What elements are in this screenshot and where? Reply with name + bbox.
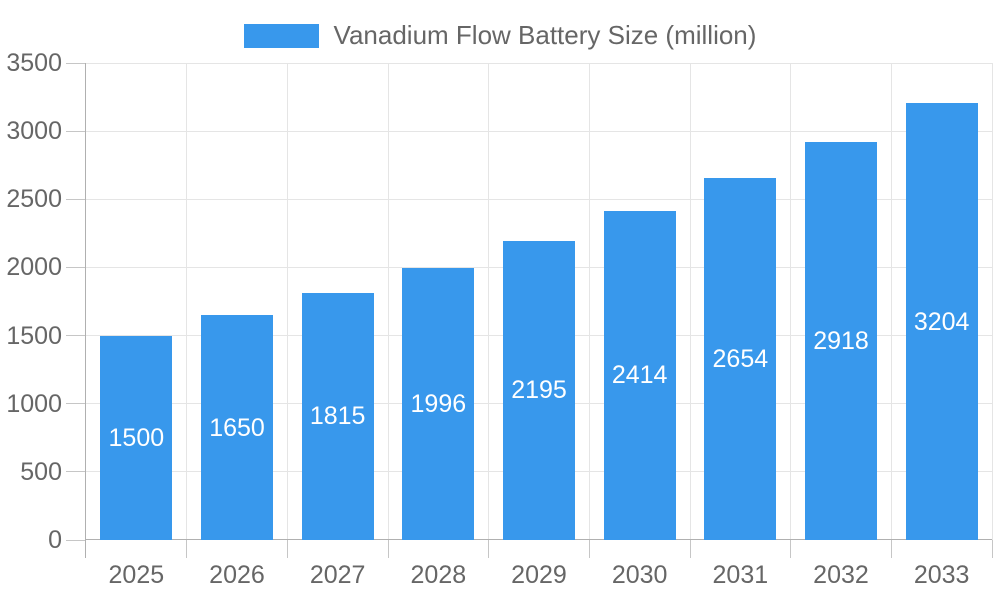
x-gridline <box>991 63 993 540</box>
y-axis-tick <box>66 130 86 132</box>
x-axis-tick-label: 2025 <box>108 561 165 589</box>
bar-value-label: 1650 <box>209 413 265 442</box>
bar[interactable]: 2195 <box>503 240 575 540</box>
y-axis-tick-label: 2000 <box>6 253 62 282</box>
x-gridline <box>890 63 892 540</box>
bar-value-label: 2414 <box>611 361 668 390</box>
x-axis-tick-label: 2027 <box>309 561 366 589</box>
x-gridline <box>286 63 288 540</box>
bar-value-label: 2195 <box>511 376 567 405</box>
x-axis-tick-label: 2028 <box>410 561 467 589</box>
legend[interactable]: Vanadium Flow Battery Size (million) <box>0 20 1000 51</box>
y-axis-tick <box>66 471 86 473</box>
x-gridline <box>387 63 389 540</box>
y-axis-tick-label: 2500 <box>6 185 62 214</box>
x-axis-tick-label: 2031 <box>712 561 769 589</box>
x-axis-tick-label: 2033 <box>913 561 970 589</box>
bar-value-label: 1815 <box>309 402 366 431</box>
y-axis-tick <box>66 539 86 541</box>
y-axis-tick <box>66 266 86 268</box>
bar-value-label: 1500 <box>108 423 165 452</box>
x-axis-tick <box>790 540 792 558</box>
bar-value-label: 3204 <box>913 307 970 336</box>
bar[interactable]: 2918 <box>805 142 877 540</box>
y-axis-tick <box>66 62 86 64</box>
bar[interactable]: 2414 <box>603 211 676 540</box>
bar[interactable]: 1650 <box>201 315 273 540</box>
x-gridline <box>488 63 490 540</box>
y-axis-tick-label: 0 <box>48 526 62 554</box>
x-axis-tick <box>387 540 389 558</box>
bar-value-label: 2654 <box>712 345 769 374</box>
y-gridline <box>86 62 992 64</box>
legend-label: Vanadium Flow Battery Size (million) <box>333 20 757 50</box>
y-axis-tick-label: 1500 <box>6 321 62 350</box>
x-axis-tick <box>991 540 993 558</box>
x-axis-tick-label: 2032 <box>813 561 869 589</box>
x-gridline <box>790 63 792 540</box>
bar[interactable]: 1815 <box>301 292 374 540</box>
x-gridline <box>588 63 590 540</box>
y-gridline <box>86 198 992 200</box>
x-axis-tick-label: 2030 <box>611 561 668 589</box>
legend-swatch <box>243 23 319 48</box>
bar[interactable]: 1500 <box>100 335 173 540</box>
y-axis-tick-label: 3500 <box>6 49 62 77</box>
bar[interactable]: 2654 <box>704 178 777 540</box>
y-axis-tick <box>66 335 86 337</box>
x-axis-tick <box>588 540 590 558</box>
bar[interactable]: 1996 <box>402 267 475 540</box>
y-axis-tick <box>66 403 86 405</box>
bar-value-label: 1996 <box>410 389 467 418</box>
x-axis-tick <box>186 540 188 558</box>
x-axis-tick <box>286 540 288 558</box>
x-axis-tick-label: 2026 <box>209 561 265 589</box>
bar-value-label: 2918 <box>813 327 869 356</box>
y-axis-tick-label: 1000 <box>6 389 62 418</box>
y-axis-tick-label: 3000 <box>6 117 62 146</box>
y-gridline <box>86 130 992 132</box>
y-axis-line <box>85 63 86 558</box>
x-axis-tick <box>890 540 892 558</box>
x-axis-tick-label: 2029 <box>511 561 567 589</box>
x-gridline <box>689 63 691 540</box>
y-axis-tick-label: 500 <box>20 457 62 486</box>
x-axis-tick <box>689 540 691 558</box>
x-axis-tick <box>488 540 490 558</box>
bar[interactable]: 3204 <box>905 103 978 540</box>
y-axis-tick <box>66 198 86 200</box>
x-gridline <box>186 63 188 540</box>
